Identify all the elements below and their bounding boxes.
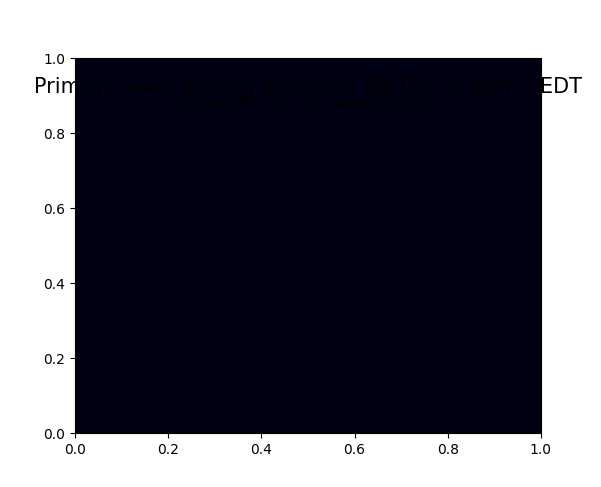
Text: Primary Swell energy on Friday 06 Dec at 8pm AEDT: Primary Swell energy on Friday 06 Dec at…: [34, 77, 582, 97]
Text: Arrows show the wind wave direction: Arrows show the wind wave direction: [178, 96, 438, 110]
